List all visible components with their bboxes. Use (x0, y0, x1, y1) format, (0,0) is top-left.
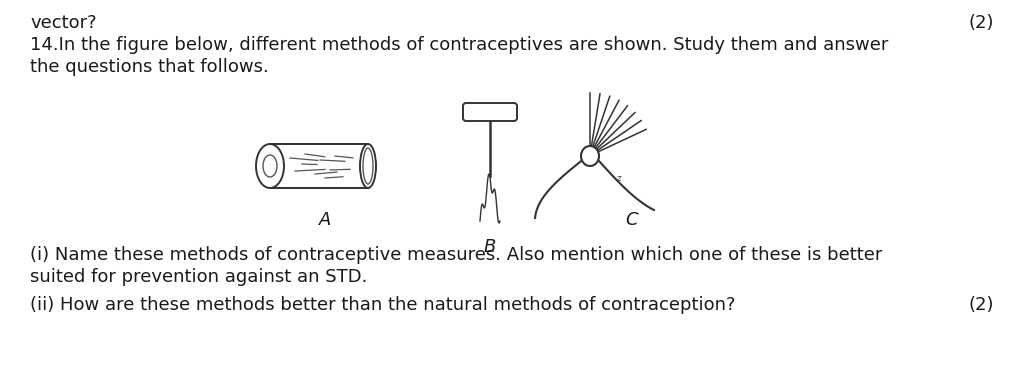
Ellipse shape (581, 146, 599, 166)
Ellipse shape (362, 148, 373, 184)
Text: the questions that follows.: the questions that follows. (30, 58, 268, 76)
Text: (2): (2) (969, 296, 994, 314)
FancyBboxPatch shape (463, 103, 517, 121)
Text: A: A (318, 211, 331, 229)
Text: (ii) How are these methods better than the natural methods of contraception?: (ii) How are these methods better than t… (30, 296, 735, 314)
Polygon shape (270, 144, 368, 188)
Ellipse shape (263, 155, 278, 177)
Text: C: C (626, 211, 638, 229)
Text: (i) Name these methods of contraceptive measures. Also mention which one of thes: (i) Name these methods of contraceptive … (30, 246, 883, 264)
Text: z: z (615, 174, 621, 183)
Ellipse shape (360, 144, 376, 188)
Ellipse shape (256, 144, 284, 188)
Text: 14.In the figure below, different methods of contraceptives are shown. Study the: 14.In the figure below, different method… (30, 36, 889, 54)
Text: vector?: vector? (30, 14, 96, 32)
Text: B: B (483, 238, 497, 256)
Text: (2): (2) (969, 14, 994, 32)
Text: suited for prevention against an STD.: suited for prevention against an STD. (30, 268, 368, 286)
